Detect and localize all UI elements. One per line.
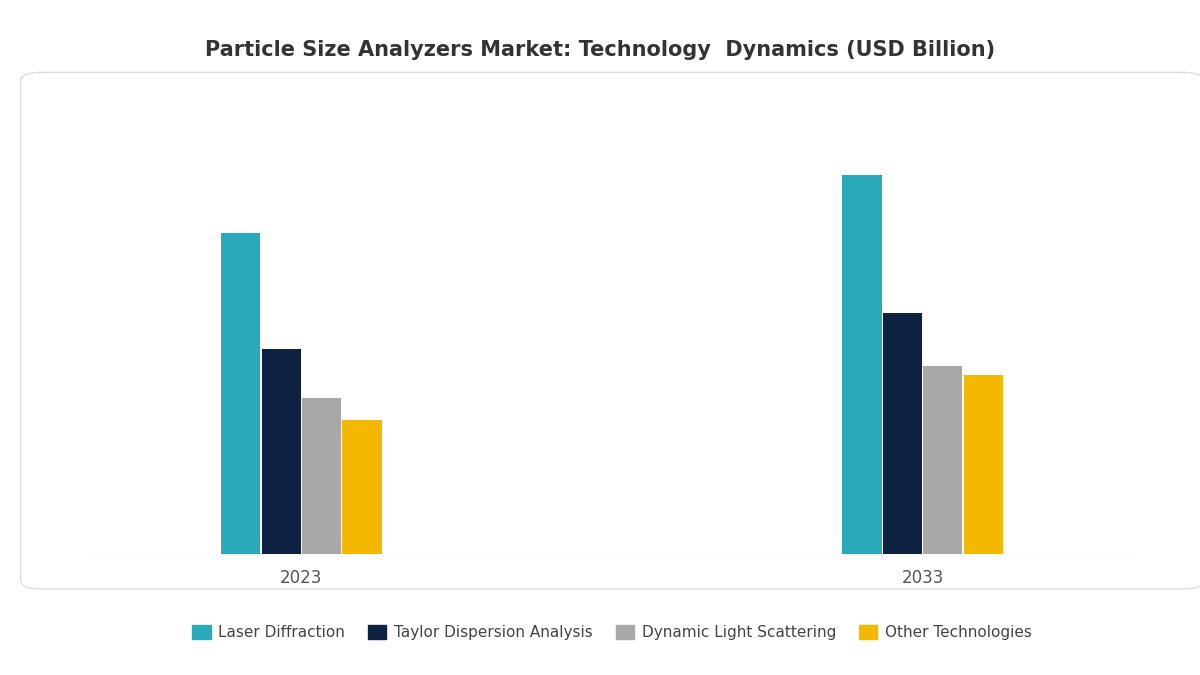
Bar	[842, 175, 882, 554]
Bar	[883, 313, 922, 554]
Bar	[302, 398, 341, 554]
Bar	[262, 348, 301, 554]
Bar	[221, 233, 260, 554]
Legend: Laser Diffraction, Taylor Dispersion Analysis, Dynamic Light Scattering, Other T: Laser Diffraction, Taylor Dispersion Ana…	[186, 619, 1038, 647]
FancyBboxPatch shape	[20, 72, 1200, 589]
Bar	[923, 367, 962, 554]
Bar	[964, 375, 1003, 554]
Bar	[342, 420, 382, 554]
Text: Particle Size Analyzers Market: Technology  Dynamics (USD Billion): Particle Size Analyzers Market: Technolo…	[205, 40, 995, 61]
